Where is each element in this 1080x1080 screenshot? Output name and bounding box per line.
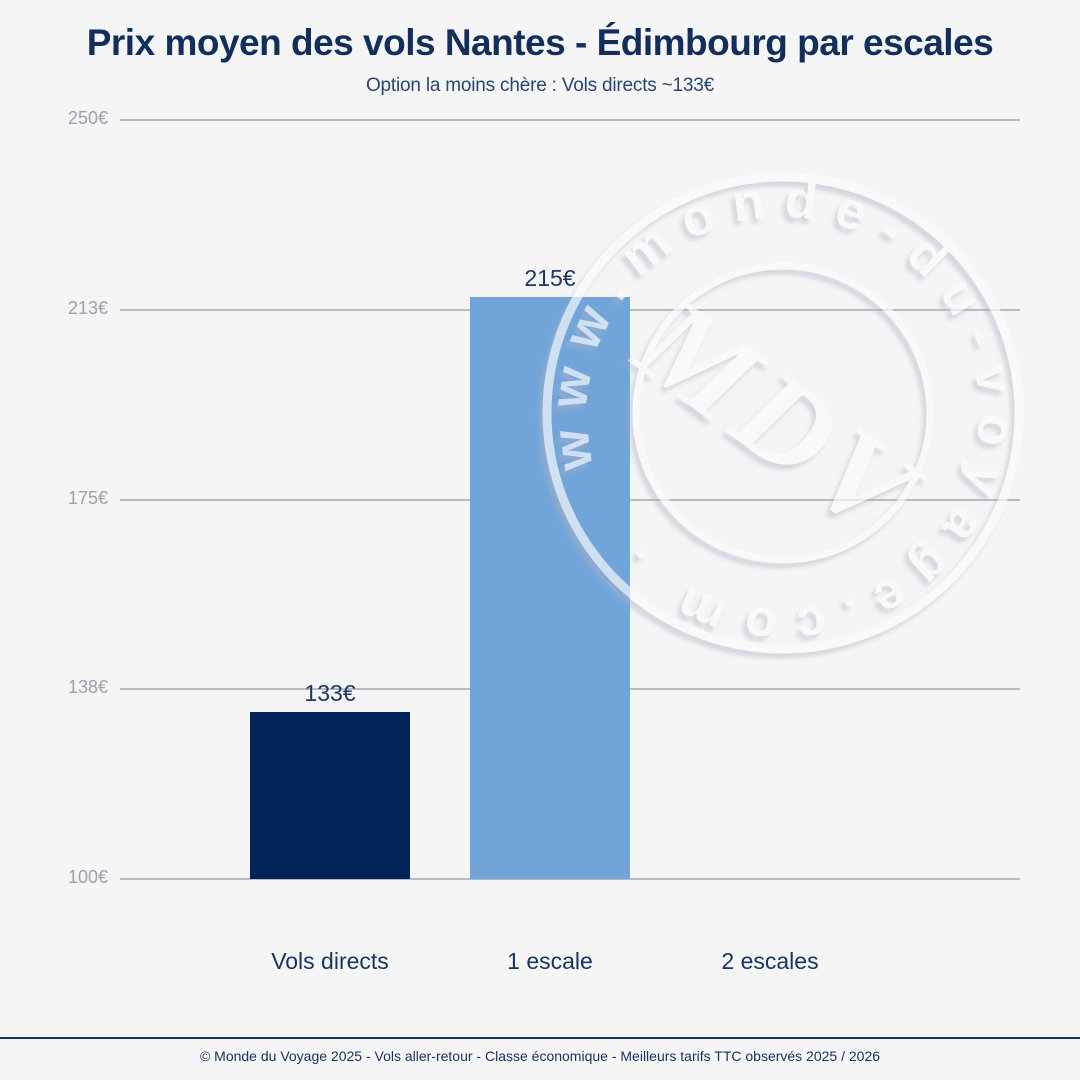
category-label-2-escales: 2 escales (721, 948, 819, 974)
y-axis-tick-label-250-: 250€ (67, 108, 108, 128)
gridline-250- (120, 119, 1020, 121)
gridline-100- (120, 878, 1020, 880)
category-label-vols-directs: Vols directs (271, 948, 389, 974)
watermark-center-text: MDV (611, 271, 944, 566)
footer-divider (0, 1037, 1080, 1039)
value-label-vols-directs: 133€ (304, 680, 356, 707)
bar-vols-directs (250, 712, 410, 879)
value-label-1-escale: 215€ (524, 265, 576, 292)
footer-text: © Monde du Voyage 2025 - Vols aller-reto… (199, 1048, 881, 1064)
y-axis-tick-label-213-: 213€ (67, 297, 108, 318)
chart-title: Prix moyen des vols Nantes - Édimbourg p… (86, 22, 994, 63)
category-label-1-escale: 1 escale (507, 948, 593, 974)
y-axis-tick-label-138-: 138€ (67, 677, 108, 698)
y-axis-tick-label-175-: 175€ (67, 487, 108, 508)
bar-1-escale (470, 297, 630, 879)
watermark-inner-ring (632, 262, 934, 564)
chart-subtitle: Option la moins chère : Vols directs ~13… (365, 75, 715, 96)
y-axis-tick-label-100-: 100€ (67, 867, 108, 887)
